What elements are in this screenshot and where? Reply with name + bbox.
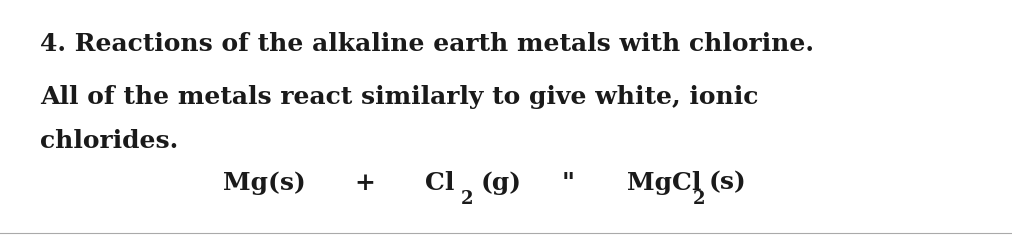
Text: Mg(s): Mg(s) bbox=[222, 171, 305, 195]
Text: 4. Reactions of the alkaline earth metals with chlorine.: 4. Reactions of the alkaline earth metal… bbox=[41, 32, 814, 56]
Text: 2: 2 bbox=[461, 190, 473, 208]
Text: All of the metals react similarly to give white, ionic: All of the metals react similarly to giv… bbox=[41, 85, 759, 109]
Text: (s): (s) bbox=[709, 171, 746, 195]
Text: ": " bbox=[561, 171, 574, 195]
Text: +: + bbox=[354, 171, 375, 195]
Text: 2: 2 bbox=[693, 190, 706, 208]
Text: MgCl: MgCl bbox=[628, 171, 701, 195]
Text: (g): (g) bbox=[480, 171, 521, 195]
Text: chlorides.: chlorides. bbox=[41, 129, 179, 153]
Text: Cl: Cl bbox=[425, 171, 455, 195]
